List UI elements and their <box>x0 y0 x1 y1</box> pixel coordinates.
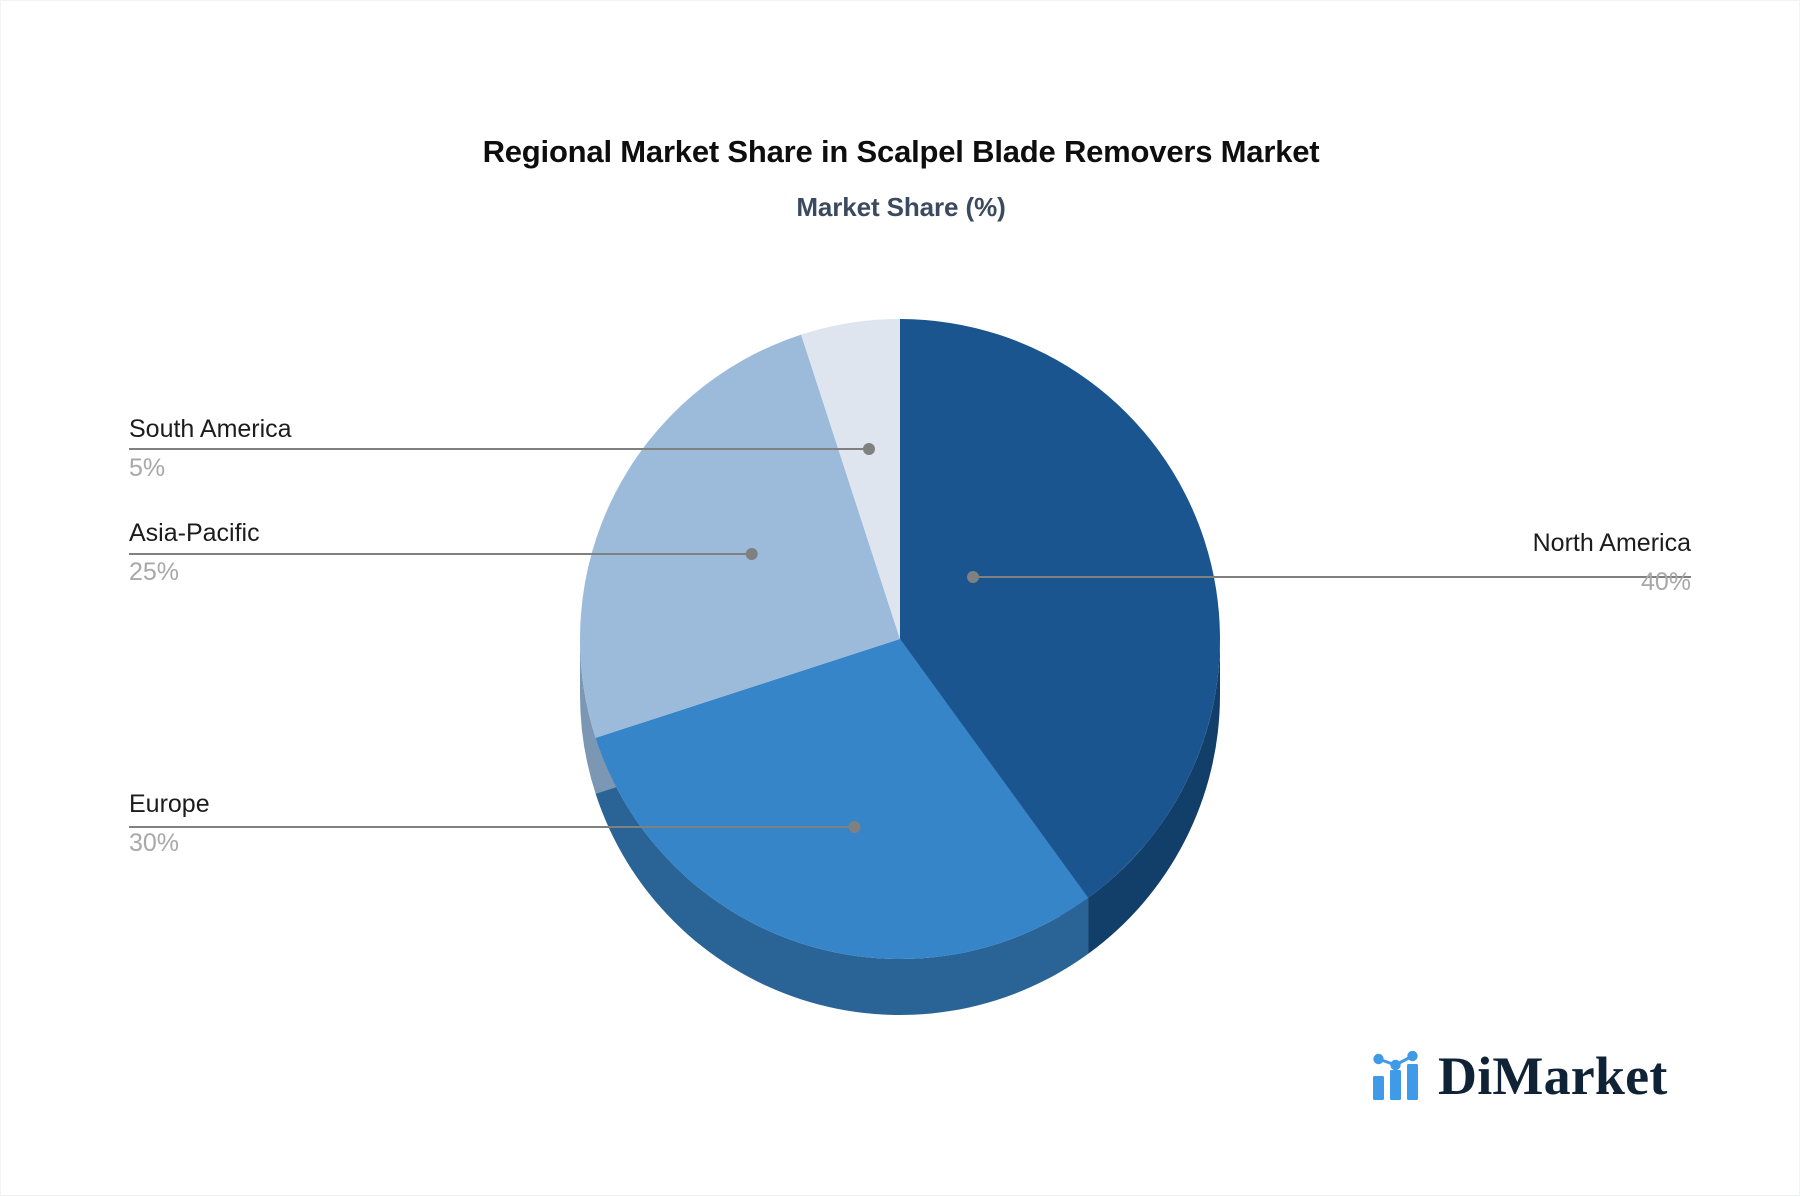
pie-slice-side-north-america <box>1088 639 1220 954</box>
callout-asia-pacific: Asia-Pacific 25% <box>129 518 260 587</box>
pie-slice-side-asia-pacific <box>580 639 596 794</box>
chart-title: Regional Market Share in Scalpel Blade R… <box>482 134 1320 169</box>
leader-dot <box>848 821 861 833</box>
callout-north-america: North America 40% <box>1213 528 1691 597</box>
pie-slice-south-america[interactable] <box>801 319 900 639</box>
leader-dot <box>967 571 980 583</box>
pie-slice-north-america[interactable] <box>900 319 1220 898</box>
callout-value-label: 30% <box>129 829 180 857</box>
brand-name: DiMarket <box>1438 1046 1668 1106</box>
callout-category-label: South America <box>129 415 292 443</box>
callout-category-label: North America <box>1532 529 1691 557</box>
callout-category-label: Europe <box>129 790 210 818</box>
bar-chart-trend-icon <box>1373 1051 1418 1100</box>
callout-category-label: Asia-Pacific <box>129 519 260 547</box>
leader-lines <box>129 443 1691 833</box>
leader-dot <box>862 443 875 455</box>
callout-value-label: 25% <box>129 558 180 586</box>
leader-dot <box>745 548 758 560</box>
callout-value-label: 5% <box>129 454 166 482</box>
pie-slice-side-europe <box>595 737 1089 1015</box>
pie-slice-asia-pacific[interactable] <box>580 334 900 738</box>
brand-logo: DiMarket <box>1371 1049 1668 1103</box>
pie-slice-europe[interactable] <box>595 639 1089 959</box>
callout-south-america: South America 5% <box>129 414 292 483</box>
title-block: Regional Market Share in Scalpel Blade R… <box>1 133 1800 223</box>
chart-subtitle: Market Share (%) <box>796 192 1006 223</box>
pie-slices <box>580 319 1220 959</box>
callout-value-label: 40% <box>1640 568 1691 596</box>
callout-europe: Europe 30% <box>129 789 210 858</box>
